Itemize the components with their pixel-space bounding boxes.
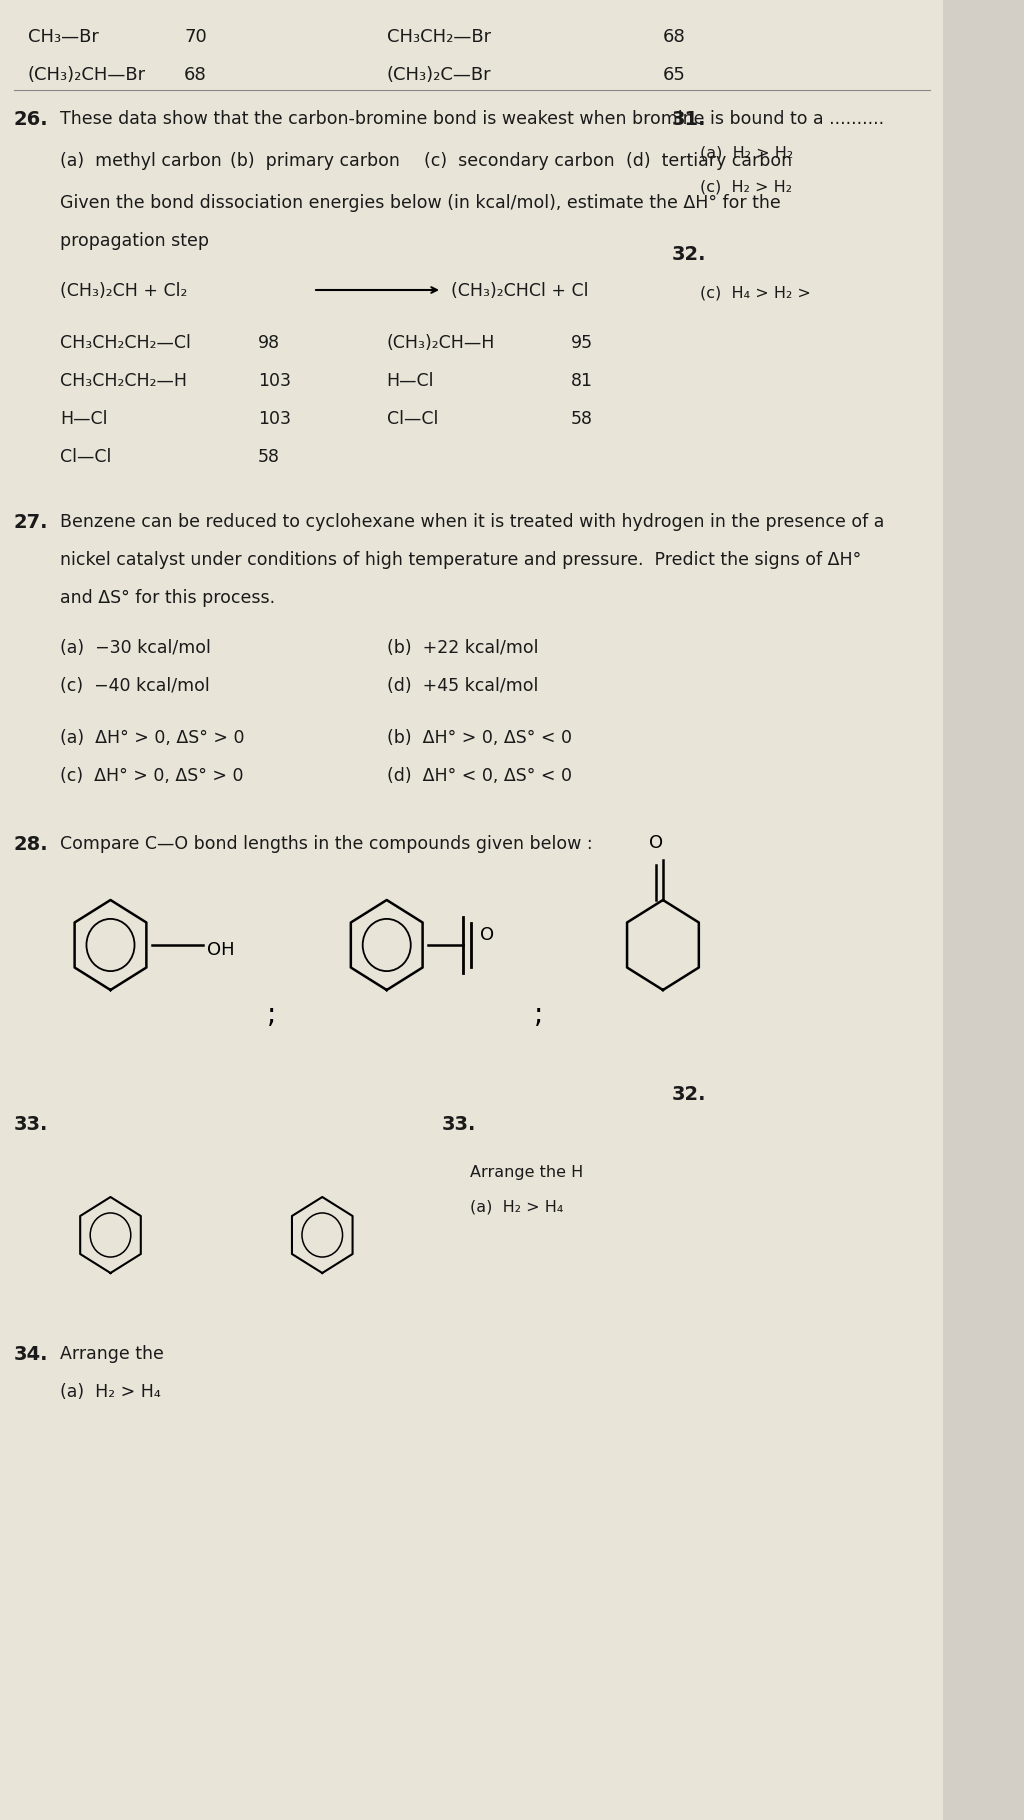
- Text: These data show that the carbon-bromine bond is weakest when bromine is bound to: These data show that the carbon-bromine …: [59, 109, 884, 127]
- Text: (c)  H₄ > H₂ >: (c) H₄ > H₂ >: [699, 286, 811, 300]
- Text: 70: 70: [184, 27, 207, 46]
- Text: (b)  ΔH° > 0, ΔS° < 0: (b) ΔH° > 0, ΔS° < 0: [387, 730, 571, 746]
- Text: nickel catalyst under conditions of high temperature and pressure.  Predict the : nickel catalyst under conditions of high…: [59, 551, 861, 570]
- Text: 68: 68: [663, 27, 686, 46]
- Text: 33.: 33.: [442, 1116, 476, 1134]
- Text: (c)  secondary carbon: (c) secondary carbon: [424, 153, 614, 169]
- Text: (CH₃)₂CHCl + Cl: (CH₃)₂CHCl + Cl: [452, 282, 589, 300]
- Text: and ΔS° for this process.: and ΔS° for this process.: [59, 590, 275, 608]
- Text: 81: 81: [570, 371, 593, 389]
- Text: (a)  H₂ > H₄: (a) H₂ > H₄: [470, 1199, 563, 1216]
- Text: 103: 103: [258, 371, 291, 389]
- Text: (a)  H₂ > H₄: (a) H₂ > H₄: [59, 1383, 161, 1401]
- Text: CH₃CH₂—Br: CH₃CH₂—Br: [387, 27, 490, 46]
- Text: 32.: 32.: [672, 246, 707, 264]
- Text: 65: 65: [663, 66, 686, 84]
- Text: 34.: 34.: [13, 1345, 48, 1363]
- Text: (a)  ΔH° > 0, ΔS° > 0: (a) ΔH° > 0, ΔS° > 0: [59, 730, 245, 746]
- Text: Arrange the H: Arrange the H: [470, 1165, 583, 1179]
- Text: CH₃CH₂CH₂—H: CH₃CH₂CH₂—H: [59, 371, 186, 389]
- Text: H—Cl: H—Cl: [59, 410, 108, 428]
- Text: 28.: 28.: [13, 835, 48, 854]
- Text: Given the bond dissociation energies below (in kcal/mol), estimate the ΔH° for t: Given the bond dissociation energies bel…: [59, 195, 780, 211]
- Text: 33.: 33.: [13, 1116, 48, 1134]
- Text: ;: ;: [535, 1001, 544, 1028]
- Text: (CH₃)₂CH + Cl₂: (CH₃)₂CH + Cl₂: [59, 282, 187, 300]
- Text: (c)  ΔH° > 0, ΔS° > 0: (c) ΔH° > 0, ΔS° > 0: [59, 766, 244, 784]
- Text: OH: OH: [207, 941, 234, 959]
- Text: (b)  primary carbon: (b) primary carbon: [230, 153, 400, 169]
- Text: (d)  +45 kcal/mol: (d) +45 kcal/mol: [387, 677, 538, 695]
- Text: propagation step: propagation step: [59, 231, 209, 249]
- Text: 32.: 32.: [672, 1085, 707, 1105]
- Text: CH₃—Br: CH₃—Br: [28, 27, 98, 46]
- Text: Compare C—O bond lengths in the compounds given below :: Compare C—O bond lengths in the compound…: [59, 835, 593, 854]
- Text: (d)  tertiary carbon: (d) tertiary carbon: [626, 153, 793, 169]
- Text: Benzene can be reduced to cyclohexane when it is treated with hydrogen in the pr: Benzene can be reduced to cyclohexane wh…: [59, 513, 884, 531]
- Text: Arrange the: Arrange the: [59, 1345, 164, 1363]
- Text: 27.: 27.: [13, 513, 48, 531]
- Text: (CH₃)₂C—Br: (CH₃)₂C—Br: [387, 66, 492, 84]
- Text: H—Cl: H—Cl: [387, 371, 434, 389]
- Text: (c)  H₂ > H₂: (c) H₂ > H₂: [699, 180, 792, 195]
- Text: (a)  −30 kcal/mol: (a) −30 kcal/mol: [59, 639, 211, 657]
- Text: 68: 68: [184, 66, 207, 84]
- Text: 26.: 26.: [13, 109, 48, 129]
- Text: (CH₃)₂CH—Br: (CH₃)₂CH—Br: [28, 66, 145, 84]
- Text: (c)  −40 kcal/mol: (c) −40 kcal/mol: [59, 677, 210, 695]
- Text: 31.: 31.: [672, 109, 707, 129]
- Text: (a)  H₂ > H₂: (a) H₂ > H₂: [699, 146, 793, 160]
- Text: 58: 58: [570, 410, 593, 428]
- Text: 58: 58: [258, 448, 280, 466]
- Text: Cl—Cl: Cl—Cl: [387, 410, 438, 428]
- Text: (a)  methyl carbon: (a) methyl carbon: [59, 153, 221, 169]
- Text: O: O: [648, 834, 663, 852]
- Text: CH₃CH₂CH₂—Cl: CH₃CH₂CH₂—Cl: [59, 335, 190, 351]
- Text: (CH₃)₂CH—H: (CH₃)₂CH—H: [387, 335, 495, 351]
- Text: 95: 95: [570, 335, 593, 351]
- Text: (b)  +22 kcal/mol: (b) +22 kcal/mol: [387, 639, 539, 657]
- Text: 103: 103: [258, 410, 291, 428]
- Text: O: O: [479, 926, 494, 945]
- Text: Cl—Cl: Cl—Cl: [59, 448, 112, 466]
- Text: (d)  ΔH° < 0, ΔS° < 0: (d) ΔH° < 0, ΔS° < 0: [387, 766, 571, 784]
- Text: 98: 98: [258, 335, 280, 351]
- Text: ;: ;: [267, 1001, 276, 1028]
